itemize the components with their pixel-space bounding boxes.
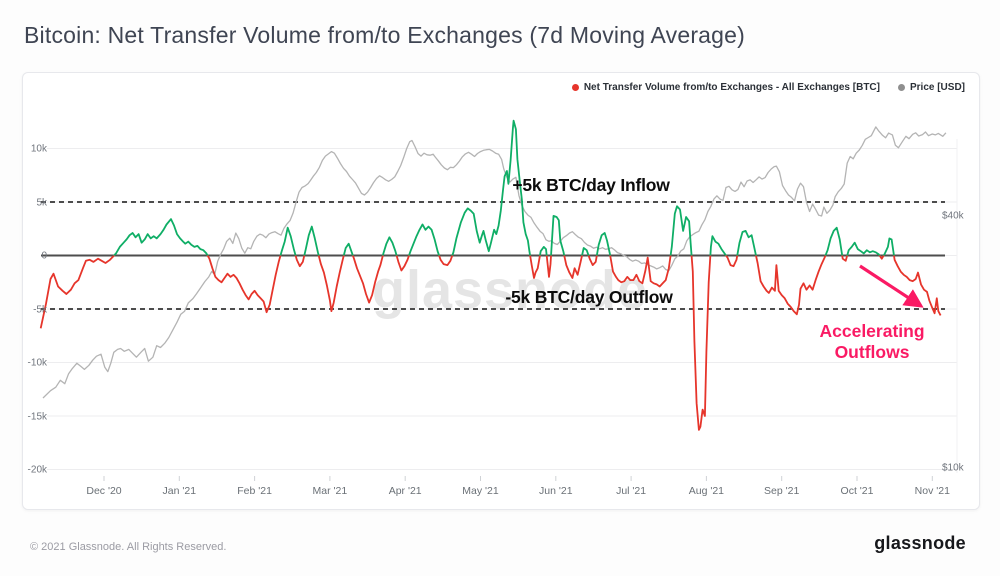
legend-item-net-transfer[interactable]: Net Transfer Volume from/to Exchanges - … [571,82,880,93]
x-axis-label: Feb '21 [237,485,272,497]
legend-label-net-transfer: Net Transfer Volume from/to Exchanges - … [583,82,880,93]
copyright-text: © 2021 Glassnode. All Rights Reserved. [30,541,227,553]
x-axis-label: May '21 [462,485,499,497]
annotation-outflow: -5k BTC/day Outflow [505,287,673,307]
legend-dot-price-icon [897,84,905,91]
y-axis-label-left: 10k [30,143,47,155]
y-axis-label-left: -15k [27,411,47,422]
chart-plot-area[interactable] [23,73,977,507]
y-axis-label-right: $10k [942,462,964,473]
y-axis-label-left: 0 [41,250,47,262]
glassnode-watermark: glassnode [371,260,649,320]
x-axis-label: Jan '21 [162,485,197,497]
annotation-accelerating-line2: Outflows [834,342,910,362]
legend-item-price[interactable]: Price [USD] [897,82,965,93]
y-axis-label-left: -5k [33,304,47,315]
legend-dot-net-transfer-icon [571,84,579,91]
y-axis-label-right: $40k [942,210,964,222]
x-axis-label: Aug '21 [688,485,725,497]
annotation-accelerating-outflows: Accelerating Outflows [819,321,924,363]
x-axis-label: Apr '21 [388,485,422,497]
legend-label-price: Price [USD] [909,82,965,93]
y-axis-label-left: -10k [27,357,47,369]
x-axis-label: Sep '21 [764,485,800,497]
chart-legend: Net Transfer Volume from/to Exchanges - … [571,82,965,93]
x-axis-label: Jul '21 [616,485,647,497]
x-axis-label: Oct '21 [840,485,874,497]
y-axis-label-left: -20k [27,464,47,476]
annotation-accelerating-line1: Accelerating [819,321,925,341]
chart-card: Net Transfer Volume from/to Exchanges - … [22,72,980,510]
x-axis-label: Dec '20 [86,485,122,497]
page-title: Bitcoin: Net Transfer Volume from/to Exc… [24,22,746,48]
glassnode-logo: glassnode [874,533,966,553]
x-axis-label: Nov '21 [914,485,950,497]
y-axis-label-left: 5k [36,197,47,208]
x-axis-label: Mar '21 [312,485,348,497]
x-axis-label: Jun '21 [539,485,573,497]
annotation-inflow: +5k BTC/day Inflow [512,175,670,195]
